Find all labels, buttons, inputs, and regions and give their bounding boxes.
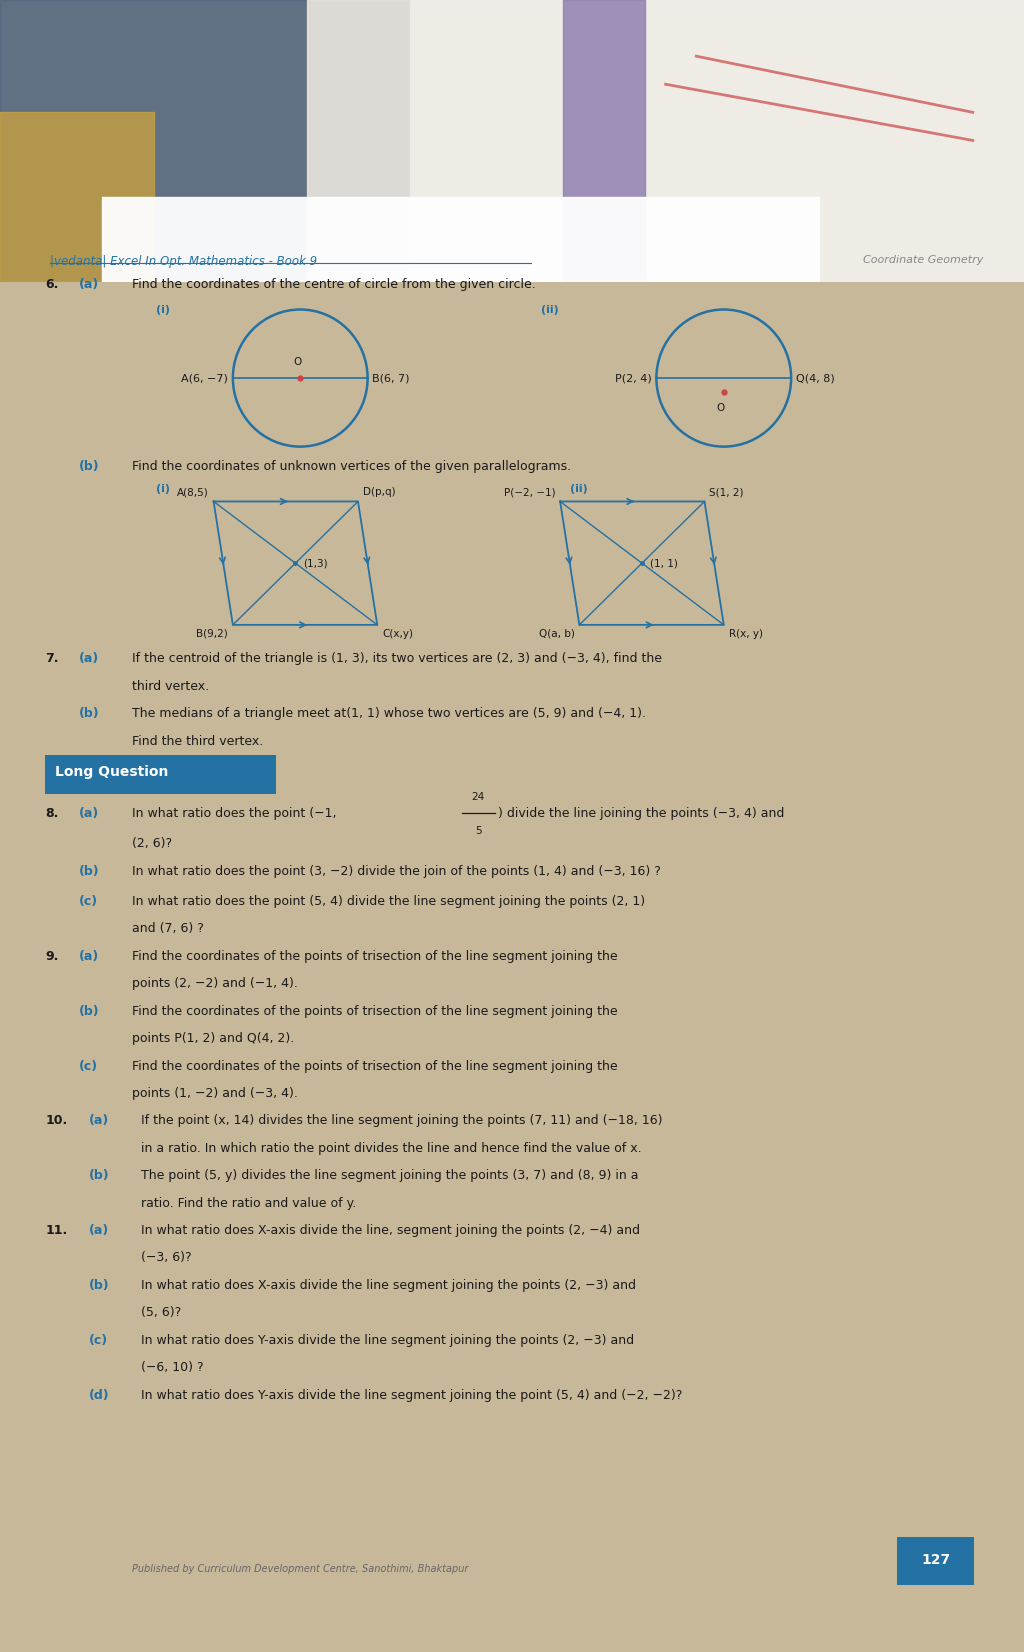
Text: In what ratio does the point (5, 4) divide the line segment joining the points (: In what ratio does the point (5, 4) divi… xyxy=(132,895,645,909)
Text: If the centroid of the triangle is (1, 3), its two vertices are (2, 3) and (−3, : If the centroid of the triangle is (1, 3… xyxy=(132,653,662,666)
Text: (c): (c) xyxy=(88,1333,108,1346)
Text: Coordinate Geometry: Coordinate Geometry xyxy=(863,254,984,264)
Text: (1, 1): (1, 1) xyxy=(649,558,678,568)
Text: ) divide the line joining the points (−3, 4) and: ) divide the line joining the points (−3… xyxy=(498,808,784,821)
Text: 5: 5 xyxy=(475,826,481,836)
Text: (i): (i) xyxy=(156,306,170,316)
Text: (b): (b) xyxy=(79,1004,99,1018)
Text: Q(a, b): Q(a, b) xyxy=(539,629,574,639)
Text: (c): (c) xyxy=(79,895,98,909)
Text: In what ratio does the point (3, −2) divide the join of the points (1, 4) and (−: In what ratio does the point (3, −2) div… xyxy=(132,866,660,877)
Text: Q(4, 8): Q(4, 8) xyxy=(796,373,835,383)
Text: Published by Curriculum Development Centre, Sanothimi, Bhaktapur: Published by Curriculum Development Cent… xyxy=(132,1564,468,1574)
Text: third vertex.: third vertex. xyxy=(132,679,209,692)
Text: points P(1, 2) and Q(4, 2).: points P(1, 2) and Q(4, 2). xyxy=(132,1032,294,1046)
Text: (a): (a) xyxy=(79,278,99,291)
Text: The point (5, y) divides the line segment joining the points (3, 7) and (8, 9) i: The point (5, y) divides the line segmen… xyxy=(141,1170,639,1183)
Text: 10.: 10. xyxy=(45,1115,68,1127)
Text: (−6, 10) ?: (−6, 10) ? xyxy=(141,1361,204,1374)
Text: P(2, 4): P(2, 4) xyxy=(614,373,651,383)
Text: If the point (x, 14) divides the line segment joining the points (7, 11) and (−1: If the point (x, 14) divides the line se… xyxy=(141,1115,663,1127)
Text: A(6, −7): A(6, −7) xyxy=(181,373,228,383)
Text: 6.: 6. xyxy=(45,278,58,291)
Text: (b): (b) xyxy=(88,1279,110,1292)
Text: D(p,q): D(p,q) xyxy=(362,487,395,497)
Text: (d): (d) xyxy=(88,1389,110,1401)
Text: in a ratio. In which ratio the point divides the line and hence find the value o: in a ratio. In which ratio the point div… xyxy=(141,1142,642,1155)
Text: (2, 6)?: (2, 6)? xyxy=(132,838,172,851)
Text: 7.: 7. xyxy=(45,653,58,666)
Text: (a): (a) xyxy=(79,808,99,821)
Text: In what ratio does Y-axis divide the line segment joining the point (5, 4) and (: In what ratio does Y-axis divide the lin… xyxy=(141,1389,683,1401)
Text: S(1, 2): S(1, 2) xyxy=(710,487,743,497)
Text: (b): (b) xyxy=(79,461,99,474)
Text: 24: 24 xyxy=(472,791,485,801)
Text: and (7, 6) ?: and (7, 6) ? xyxy=(132,922,204,935)
Text: Find the third vertex.: Find the third vertex. xyxy=(132,735,263,748)
Text: points (1, −2) and (−3, 4).: points (1, −2) and (−3, 4). xyxy=(132,1087,298,1100)
Text: The medians of a triangle meet at(1, 1) whose two vertices are (5, 9) and (−4, 1: The medians of a triangle meet at(1, 1) … xyxy=(132,707,646,720)
Text: Find the coordinates of the points of trisection of the line segment joining the: Find the coordinates of the points of tr… xyxy=(132,950,617,963)
FancyBboxPatch shape xyxy=(897,1536,974,1584)
Text: (ii): (ii) xyxy=(541,306,559,316)
Text: (b): (b) xyxy=(79,707,99,720)
Text: In what ratio does Y-axis divide the line segment joining the points (2, −3) and: In what ratio does Y-axis divide the lin… xyxy=(141,1333,635,1346)
Text: (b): (b) xyxy=(79,866,99,877)
Text: (b): (b) xyxy=(88,1170,110,1183)
Text: B(6, 7): B(6, 7) xyxy=(373,373,410,383)
Text: |vedanta| Excel In Opt. Mathematics - Book 9: |vedanta| Excel In Opt. Mathematics - Bo… xyxy=(50,254,317,268)
Text: In what ratio does X-axis divide the line segment joining the points (2, −3) and: In what ratio does X-axis divide the lin… xyxy=(141,1279,636,1292)
Text: 127: 127 xyxy=(921,1553,950,1568)
Text: C(x,y): C(x,y) xyxy=(382,629,413,639)
FancyBboxPatch shape xyxy=(45,755,276,793)
Text: B(9,2): B(9,2) xyxy=(197,629,228,639)
Text: Find the coordinates of the points of trisection of the line segment joining the: Find the coordinates of the points of tr… xyxy=(132,1004,617,1018)
Text: points (2, −2) and (−1, 4).: points (2, −2) and (−1, 4). xyxy=(132,978,298,990)
Text: ratio. Find the ratio and value of y.: ratio. Find the ratio and value of y. xyxy=(141,1196,356,1209)
Text: O: O xyxy=(293,357,301,367)
Text: Find the coordinates of unknown vertices of the given parallelograms.: Find the coordinates of unknown vertices… xyxy=(132,461,571,474)
Text: (a): (a) xyxy=(79,653,99,666)
Text: In what ratio does X-axis divide the line, segment joining the points (2, −4) an: In what ratio does X-axis divide the lin… xyxy=(141,1224,640,1237)
Text: A(8,5): A(8,5) xyxy=(177,487,209,497)
Text: P(−2, −1): P(−2, −1) xyxy=(504,487,555,497)
Text: Find the coordinates of the points of trisection of the line segment joining the: Find the coordinates of the points of tr… xyxy=(132,1059,617,1072)
Text: Find the coordinates of the centre of circle from the given circle.: Find the coordinates of the centre of ci… xyxy=(132,278,536,291)
Text: In what ratio does the point (−1,: In what ratio does the point (−1, xyxy=(132,808,340,821)
Text: (5, 6)?: (5, 6)? xyxy=(141,1307,181,1320)
Text: 9.: 9. xyxy=(45,950,58,963)
Text: 8.: 8. xyxy=(45,808,58,821)
Text: (a): (a) xyxy=(88,1224,109,1237)
Text: (1,3): (1,3) xyxy=(303,558,328,568)
Text: (ii): (ii) xyxy=(569,484,588,494)
Text: (a): (a) xyxy=(88,1115,109,1127)
Text: 11.: 11. xyxy=(45,1224,68,1237)
Text: (i): (i) xyxy=(156,484,170,494)
Text: (c): (c) xyxy=(79,1059,98,1072)
Text: (−3, 6)?: (−3, 6)? xyxy=(141,1252,193,1264)
Text: R(x, y): R(x, y) xyxy=(729,629,763,639)
Text: (a): (a) xyxy=(79,950,99,963)
Text: O: O xyxy=(717,403,725,413)
Text: Long Question: Long Question xyxy=(55,765,168,778)
